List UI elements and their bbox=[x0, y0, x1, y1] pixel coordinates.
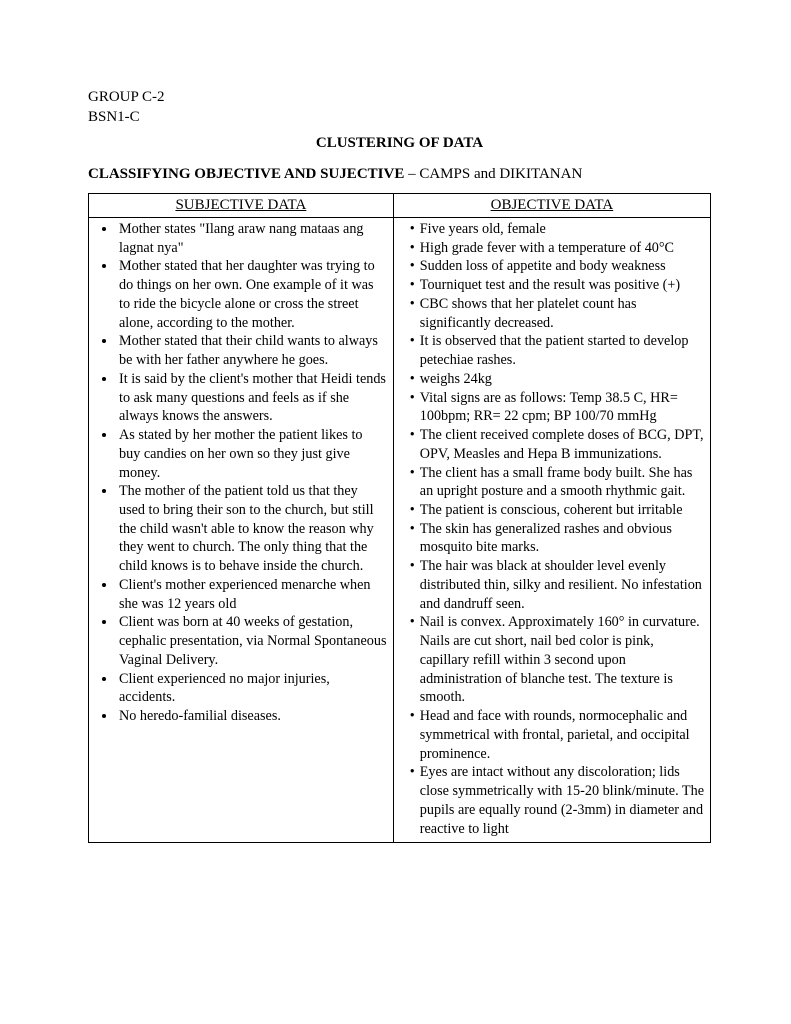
list-item: The client has a small frame body built.… bbox=[410, 464, 704, 501]
list-item: The mother of the patient told us that t… bbox=[117, 482, 387, 576]
header-class: BSN1-C bbox=[88, 108, 711, 128]
col-header-subjective: SUBJECTIVE DATA bbox=[89, 194, 394, 218]
subjective-list: Mother states "Ilang araw nang mataas an… bbox=[95, 220, 387, 726]
col-header-objective: OBJECTIVE DATA bbox=[393, 194, 710, 218]
table-header-row: SUBJECTIVE DATA OBJECTIVE DATA bbox=[89, 194, 711, 218]
list-item: Client experienced no major injuries, ac… bbox=[117, 670, 387, 707]
list-item: The skin has generalized rashes and obvi… bbox=[410, 520, 704, 557]
table-row: Mother states "Ilang araw nang mataas an… bbox=[89, 218, 711, 843]
list-item: The client received complete doses of BC… bbox=[410, 426, 704, 463]
list-item: Tourniquet test and the result was posit… bbox=[410, 276, 704, 295]
list-item: Sudden loss of appetite and body weaknes… bbox=[410, 257, 704, 276]
header-group: GROUP C-2 bbox=[88, 88, 711, 108]
document-page: GROUP C-2 BSN1-C CLUSTERING OF DATA CLAS… bbox=[0, 0, 791, 883]
list-item: Vital signs are as follows: Temp 38.5 C,… bbox=[410, 389, 704, 426]
list-item: No heredo-familial diseases. bbox=[117, 707, 387, 726]
list-item: It is observed that the patient started … bbox=[410, 332, 704, 369]
section-heading-rest: – CAMPS and DIKITANAN bbox=[404, 166, 582, 182]
section-heading: CLASSIFYING OBJECTIVE AND SUJECTIVE – CA… bbox=[88, 166, 711, 183]
document-title: CLUSTERING OF DATA bbox=[88, 135, 711, 152]
cell-objective: Five years old, femaleHigh grade fever w… bbox=[393, 218, 710, 843]
list-item: As stated by her mother the patient like… bbox=[117, 426, 387, 482]
list-item: Mother stated that their child wants to … bbox=[117, 332, 387, 369]
list-item: Client's mother experienced menarche whe… bbox=[117, 576, 387, 613]
list-item: Client was born at 40 weeks of gestation… bbox=[117, 613, 387, 669]
list-item: Mother stated that her daughter was tryi… bbox=[117, 257, 387, 332]
list-item: It is said by the client's mother that H… bbox=[117, 370, 387, 426]
section-heading-bold: CLASSIFYING OBJECTIVE AND SUJECTIVE bbox=[88, 166, 404, 182]
list-item: The patient is conscious, coherent but i… bbox=[410, 501, 704, 520]
list-item: High grade fever with a temperature of 4… bbox=[410, 239, 704, 258]
list-item: Eyes are intact without any discoloratio… bbox=[410, 763, 704, 838]
list-item: CBC shows that her platelet count has si… bbox=[410, 295, 704, 332]
list-item: Mother states "Ilang araw nang mataas an… bbox=[117, 220, 387, 257]
data-table: SUBJECTIVE DATA OBJECTIVE DATA Mother st… bbox=[88, 193, 711, 843]
list-item: Head and face with rounds, normocephalic… bbox=[410, 707, 704, 763]
list-item: Nail is convex. Approximately 160° in cu… bbox=[410, 613, 704, 707]
cell-subjective: Mother states "Ilang araw nang mataas an… bbox=[89, 218, 394, 843]
list-item: Five years old, female bbox=[410, 220, 704, 239]
list-item: weighs 24kg bbox=[410, 370, 704, 389]
list-item: The hair was black at shoulder level eve… bbox=[410, 557, 704, 613]
objective-list: Five years old, femaleHigh grade fever w… bbox=[400, 220, 704, 838]
